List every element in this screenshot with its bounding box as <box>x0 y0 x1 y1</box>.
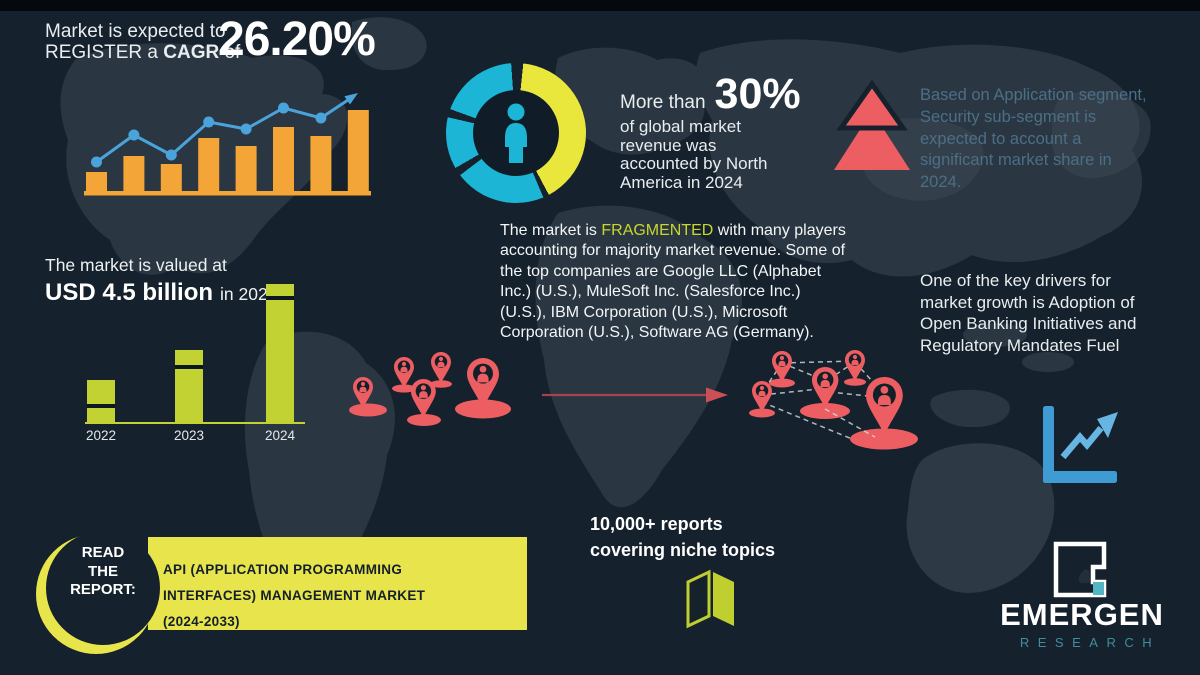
value-chart-bar-stripe <box>175 365 203 369</box>
cagr-headline: Market is expected to REGISTER a CAGR of <box>45 21 240 63</box>
cagr-growth-chart <box>84 93 371 196</box>
fragmented-highlight: FRAGMENTED <box>601 222 714 239</box>
valuation-line2: USD 4.5 billion in 2024 <box>45 279 277 307</box>
cagr-chart-bar <box>123 156 145 191</box>
read-the-report-label[interactable]: READ THE REPORT: <box>70 544 136 598</box>
cagr-chart-bar <box>310 136 332 191</box>
cagr-chart-bar <box>235 146 257 191</box>
map-new-guinea <box>930 389 1010 428</box>
value-chart-baseline <box>85 421 305 424</box>
report-title-banner[interactable]: API (APPLICATION PROGRAMMING INTERFACES)… <box>148 537 527 630</box>
map-island <box>1022 352 1074 372</box>
right-arrow-icon <box>542 387 728 403</box>
north-america-share-donut <box>446 63 586 203</box>
cagr-line2-post: of <box>219 42 241 63</box>
map-island <box>963 323 1027 347</box>
cagr-line2-pre: REGISTER a <box>45 42 164 63</box>
person-icon <box>505 103 527 163</box>
value-chart-year-label: 2022 <box>85 428 117 443</box>
top-border-strip <box>0 0 1200 11</box>
cagr-headline-line1: Market is expected to <box>45 21 226 42</box>
stat-description: of global market revenue was accounted b… <box>620 117 768 192</box>
report-title: API (APPLICATION PROGRAMMING INTERFACES)… <box>163 562 426 629</box>
cagr-trend-dot <box>91 156 102 168</box>
double-up-arrow-icon <box>834 79 910 170</box>
cagr-chart-bar <box>273 127 294 191</box>
north-america-stat-top: More than 30% <box>620 70 805 118</box>
value-chart-year-label: 2023 <box>173 428 205 443</box>
map-africa <box>535 205 742 508</box>
cagr-trend-dot <box>315 112 327 124</box>
stat-prefix: More than <box>620 92 706 113</box>
cagr-chart-bar <box>198 138 220 191</box>
map-europe <box>554 47 705 155</box>
market-driver-text: One of the key drivers for market growth… <box>920 271 1137 355</box>
cagr-trend-dot <box>278 102 289 114</box>
cagr-value: 26.20% <box>218 13 376 66</box>
map-greenland <box>351 17 427 71</box>
open-book-icon <box>686 569 734 629</box>
value-chart-bar <box>87 380 115 422</box>
map-highlight <box>1051 91 1151 179</box>
north-america-stat: More than 30% of global market revenue w… <box>620 70 805 192</box>
valuation-block: The market is valued at USD 4.5 billion i… <box>45 255 277 307</box>
map-australia <box>906 443 1055 593</box>
reports-stat: 10,000+ reports covering niche topics <box>590 514 776 560</box>
cagr-trend-arrowhead <box>344 93 358 105</box>
cagr-line2-bold: CAGR <box>163 42 220 63</box>
map-highlight <box>861 118 984 201</box>
value-chart-bar <box>175 350 203 422</box>
cagr-chart-bar <box>160 164 182 191</box>
market-value-chart: 2022 2023 2024 <box>85 281 315 443</box>
value-chart-bar-stripe <box>87 404 115 408</box>
location-pins-left-icon <box>349 352 511 426</box>
valuation-value: USD 4.5 billion <box>45 279 214 306</box>
cagr-headline-line2: REGISTER a CAGR of <box>45 42 240 63</box>
security-segment-text: Based on Application segment, Security s… <box>920 86 1147 192</box>
growth-chart-icon <box>1043 406 1118 483</box>
cagr-trend-dot <box>128 129 140 141</box>
stat-value: 30% <box>714 70 801 118</box>
cagr-chart-bar <box>86 172 107 191</box>
brand-name: EMERGEN <box>1000 597 1164 632</box>
location-pins-network-icon <box>749 350 918 450</box>
cagr-trend-dot <box>165 149 177 161</box>
valuation-line1: The market is valued at <box>45 255 227 275</box>
value-chart-year-label: 2024 <box>264 428 296 443</box>
fragmented-post: with many players accounting for majorit… <box>500 222 846 342</box>
value-chart-bar <box>266 284 294 422</box>
valuation-suffix: in 2024 <box>220 284 278 304</box>
cagr-chart-baseline <box>84 191 371 196</box>
value-chart-bar-stripe <box>266 296 294 300</box>
fragmented-pre: The market is <box>500 222 602 239</box>
cagr-trend-dot <box>203 116 215 128</box>
emergen-logo-icon <box>1053 541 1107 598</box>
cagr-chart-bar <box>347 110 369 191</box>
cagr-trend-line <box>95 98 349 164</box>
cagr-trend-dot <box>240 123 252 135</box>
crescent-inner-circle <box>46 531 160 645</box>
brand-subtitle: RESEARCH <box>1019 635 1161 650</box>
competitive-landscape-text: The market is FRAGMENTED with many playe… <box>500 221 848 343</box>
